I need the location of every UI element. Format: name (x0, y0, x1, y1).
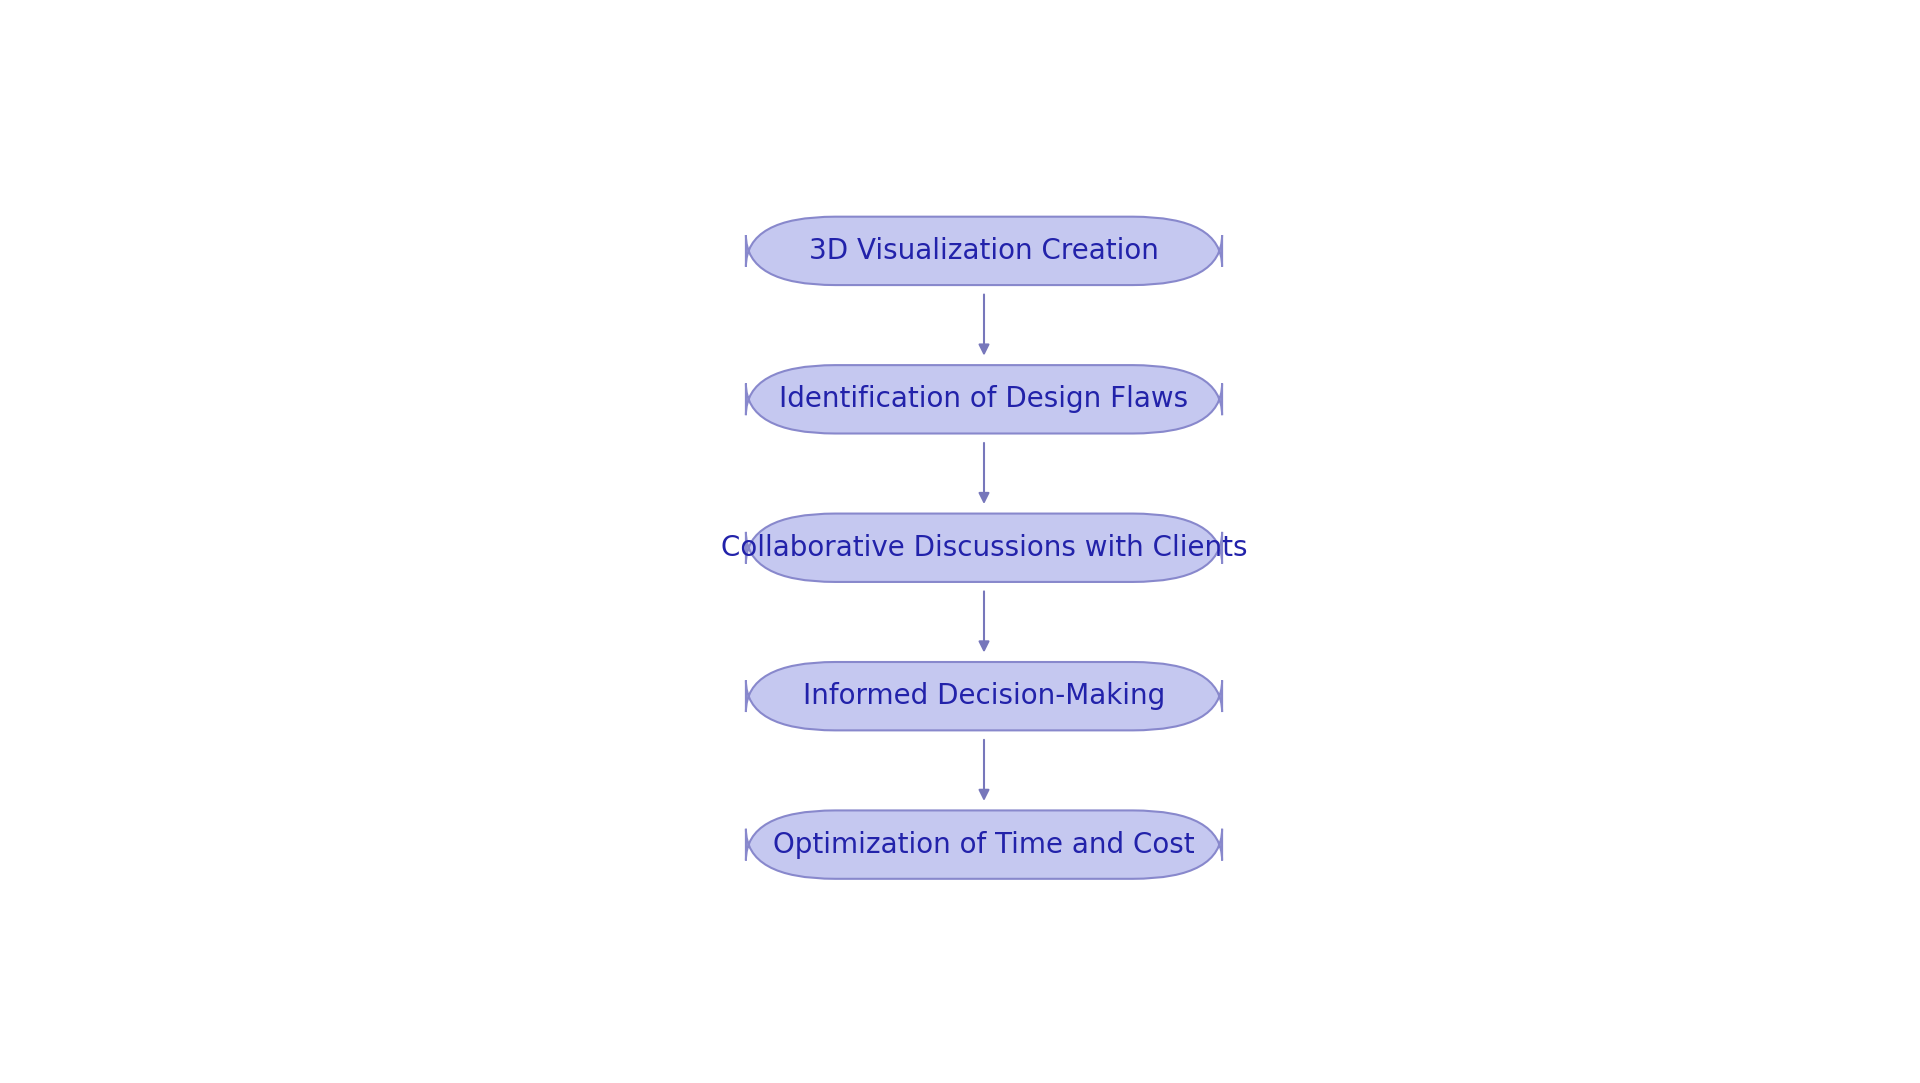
FancyBboxPatch shape (745, 810, 1221, 878)
FancyBboxPatch shape (745, 365, 1221, 433)
Text: Identification of Design Flaws: Identification of Design Flaws (780, 386, 1188, 414)
FancyBboxPatch shape (745, 217, 1221, 285)
FancyBboxPatch shape (745, 513, 1221, 582)
FancyBboxPatch shape (745, 662, 1221, 730)
Text: Optimization of Time and Cost: Optimization of Time and Cost (774, 831, 1194, 859)
Text: Collaborative Discussions with Clients: Collaborative Discussions with Clients (720, 534, 1248, 562)
Text: Informed Decision-Making: Informed Decision-Making (803, 682, 1165, 710)
Text: 3D Visualization Creation: 3D Visualization Creation (808, 237, 1160, 265)
